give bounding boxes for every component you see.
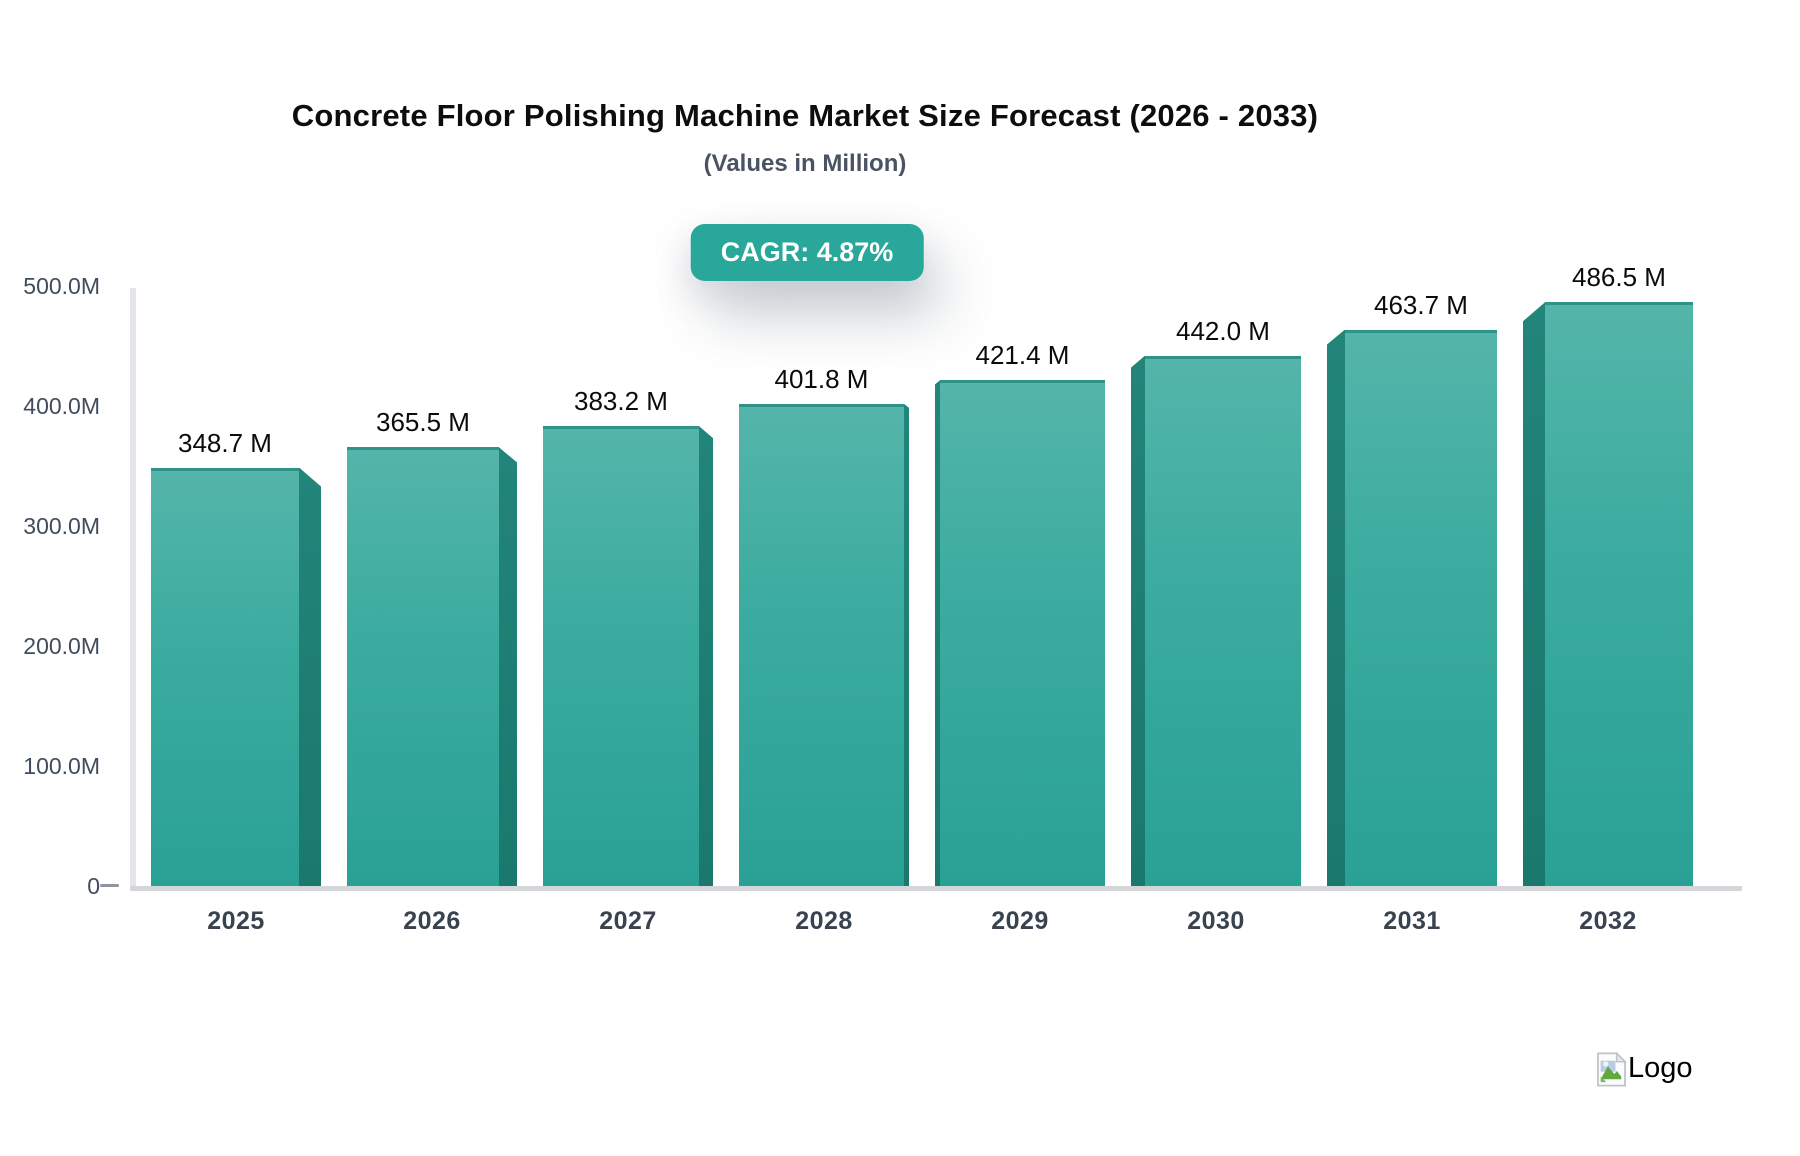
bar-value-label: 463.7 M (1374, 289, 1468, 320)
x-tick-label: 2026 (403, 907, 461, 935)
bar (347, 447, 517, 886)
bar-side-face (699, 426, 713, 886)
logo: Logo (1596, 1048, 1693, 1088)
x-tick-label: 2029 (991, 907, 1049, 935)
bar-front-face (543, 426, 699, 886)
x-tick-label: 2031 (1383, 907, 1441, 935)
bar (739, 403, 909, 886)
bar-front-face (347, 447, 499, 886)
bar-value-label: 421.4 M (975, 340, 1070, 371)
cagr-badge: CAGR: 4.87% (690, 224, 924, 281)
x-tick-label: 2030 (1187, 907, 1245, 935)
bar (1327, 329, 1497, 886)
y-tick-label: 200.0M (23, 633, 100, 659)
bar-front-face (1145, 355, 1301, 886)
bar-front-face (739, 403, 904, 886)
bar-side-face (499, 447, 517, 886)
chart-subtitle: (Values in Million) (703, 150, 907, 177)
y-tick-label: 0 (87, 873, 100, 899)
bar-value-label: 442.0 M (1176, 315, 1270, 346)
bar-value-label: 486.5 M (1572, 262, 1666, 293)
x-tick-label: 2032 (1579, 907, 1637, 935)
bar-side-face (299, 467, 321, 886)
bar-side-face (904, 403, 909, 886)
bar (1131, 355, 1301, 886)
chart-title: Concrete Floor Polishing Machine Market … (291, 98, 1319, 133)
y-tick-label: 500.0M (23, 273, 100, 299)
bar (151, 467, 321, 886)
x-axis-baseline (130, 886, 1742, 891)
y-axis-line (130, 288, 136, 888)
bar-front-face (1345, 329, 1497, 886)
bar-value-label: 348.7 M (178, 427, 272, 458)
x-tick-label: 2025 (207, 907, 265, 935)
y-tick-label: 100.0M (23, 753, 100, 779)
broken-image-icon (1597, 1051, 1627, 1087)
bar (543, 426, 713, 886)
logo-alt-text: Logo (1628, 1052, 1693, 1084)
bar-side-face (1327, 329, 1345, 886)
bar (935, 380, 1105, 886)
bar-side-face (935, 380, 940, 886)
x-tick-label: 2027 (599, 907, 657, 935)
bar-value-label: 365.5 M (376, 407, 470, 438)
y-tick-label: 300.0M (23, 513, 100, 539)
bar-front-face (1545, 302, 1693, 886)
zero-tick-mark (100, 884, 119, 887)
bar-side-face (1131, 355, 1145, 886)
y-tick-label: 400.0M (23, 393, 100, 419)
bar-value-label: 383.2 M (574, 386, 668, 417)
bar (1523, 302, 1693, 886)
bar-value-label: 401.8 M (774, 363, 869, 394)
x-tick-label: 2028 (795, 907, 853, 935)
bar-side-face (1523, 302, 1545, 886)
bar-front-face (940, 380, 1105, 886)
bar-front-face (151, 467, 299, 886)
